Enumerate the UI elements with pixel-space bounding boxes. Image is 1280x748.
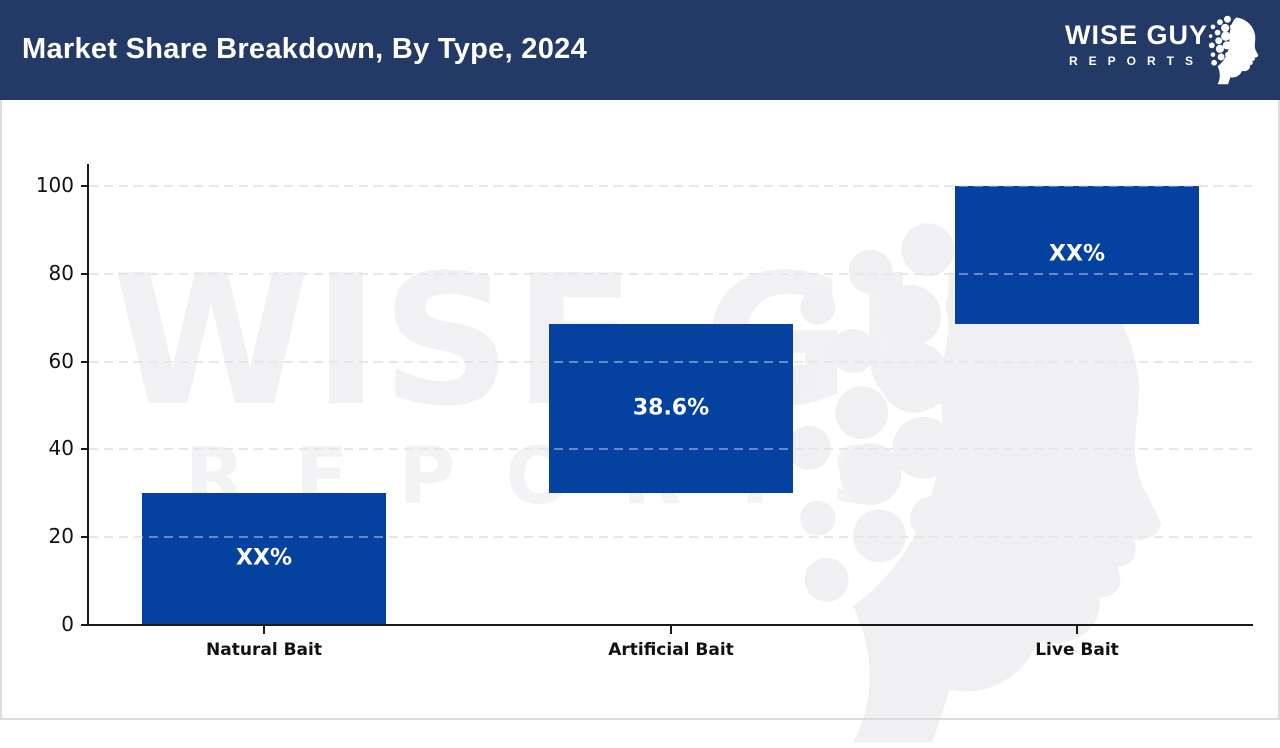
brand-name: WISE GUY [1064,20,1208,50]
y-tick-mark [81,185,89,187]
y-tick-label: 60 [48,348,74,373]
gridline-overlay-60 [89,360,1252,363]
header-bar: Market Share Breakdown, By Type, 2024 WI… [0,0,1280,100]
bar-value-label: XX% [236,545,292,571]
y-tick-label: 80 [48,260,74,285]
y-tick-label: 0 [61,612,74,636]
x-category-label: Natural Bait [206,640,322,660]
gridline-20 [89,536,1252,539]
y-tick-mark [81,536,89,539]
brand-subname: REPORTS [1068,54,1204,68]
x-tick-mark [670,626,672,634]
gridline-overlay-20 [89,536,1252,539]
x-axis-spine [87,624,1253,626]
y-tick-mark [81,624,89,626]
page-title: Market Share Breakdown, By Type, 2024 [22,33,588,65]
x-tick-mark [1076,626,1078,634]
gridline-overlay-100 [89,185,1252,187]
gridline-80 [89,272,1252,275]
watermark-face-icon [787,223,1161,743]
gridline-overlay-40 [89,448,1252,451]
gridline-100 [89,185,1252,187]
bar-live-bait: XX% [955,186,1199,324]
bar-value-label: 38.6% [632,395,710,421]
brand-face-icon [1208,15,1259,85]
brand-logo: WISE GUY REPORTS [1031,6,1266,96]
y-tick-mark [81,448,89,451]
y-tick-label: 100 [35,173,74,197]
x-category-label: Live Bait [1035,640,1119,660]
bar-artificial-bait: 38.6% [549,323,793,494]
bar-value-label: XX% [1049,241,1105,267]
y-tick-label: 40 [48,436,74,461]
x-category-label: Artificial Bait [608,640,734,660]
y-tick-mark [81,272,89,275]
x-tick-mark [263,626,265,634]
y-tick-mark [81,360,89,363]
bar-natural-bait: XX% [142,493,386,625]
gridline-overlay-80 [89,272,1252,275]
y-tick-label: 20 [48,524,74,549]
y-axis-spine [87,164,89,626]
